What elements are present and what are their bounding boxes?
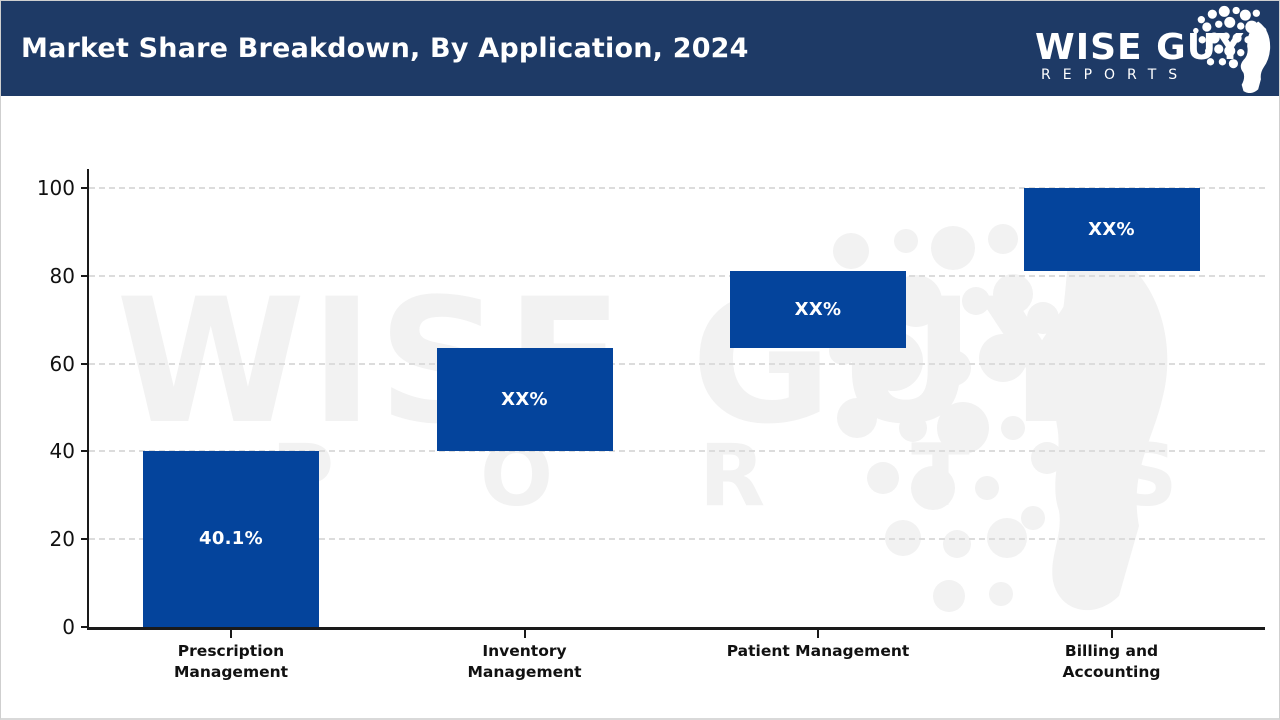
x-tick-mark xyxy=(817,630,819,638)
x-tick-label: Billing and Accounting xyxy=(1062,642,1161,681)
bar-value-label: 40.1% xyxy=(199,528,263,550)
y-tick-mark xyxy=(81,362,89,365)
y-gridline xyxy=(89,450,1265,453)
bar-segment: XX% xyxy=(730,270,906,349)
logo-text-reports: REPORTS xyxy=(1041,67,1190,83)
y-gridline xyxy=(89,187,1265,189)
x-tick-label: Prescription Management xyxy=(173,642,289,681)
x-tick-mark xyxy=(1110,630,1113,638)
y-gridline xyxy=(89,362,1265,365)
x-tick-label: Inventory Management xyxy=(467,642,582,681)
bar-value-label: XX% xyxy=(501,389,548,411)
y-tick-label: 60 xyxy=(49,351,75,376)
y-tick-label: 80 xyxy=(49,263,75,288)
bar-segment: 40.1% xyxy=(143,450,319,627)
wise-guy-logo: WISE GUY REPORTS xyxy=(1017,5,1271,93)
bar-segment: XX% xyxy=(436,348,613,451)
y-gridline xyxy=(89,274,1265,277)
x-axis-line xyxy=(87,627,1265,630)
y-tick-label: 20 xyxy=(49,527,75,552)
y-tick-label: 100 xyxy=(36,176,75,200)
y-tick-mark xyxy=(81,450,89,453)
y-tick-mark xyxy=(81,274,89,277)
page-title: Market Share Breakdown, By Application, … xyxy=(21,33,749,64)
y-axis-line xyxy=(87,169,89,630)
y-tick-mark xyxy=(81,187,89,189)
x-tick-label: Patient Management xyxy=(726,642,910,660)
y-tick-mark xyxy=(81,538,89,541)
header-bar: Market Share Breakdown, By Application, … xyxy=(1,1,1279,96)
logo-dotted-head-icon xyxy=(1193,5,1271,93)
bar-value-label: XX% xyxy=(1088,218,1135,240)
x-tick-mark xyxy=(523,630,526,638)
y-tick-label: 40 xyxy=(49,439,75,464)
y-gridline xyxy=(89,538,1265,541)
bar-segment: XX% xyxy=(1023,188,1200,271)
bar-value-label: XX% xyxy=(794,298,842,320)
y-tick-label: 0 xyxy=(62,615,75,639)
y-tick-mark xyxy=(81,626,89,628)
x-tick-mark xyxy=(230,630,232,638)
